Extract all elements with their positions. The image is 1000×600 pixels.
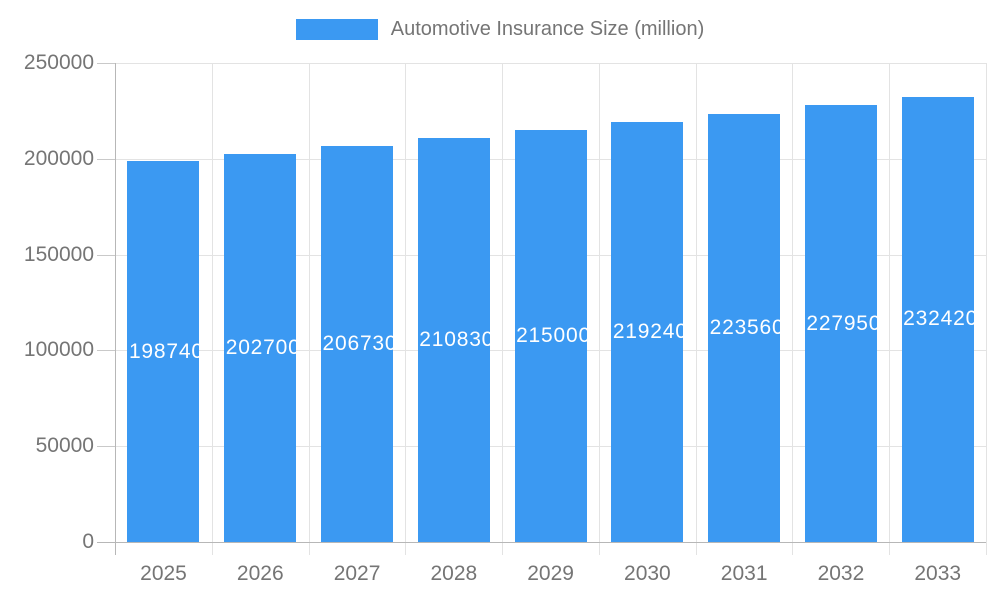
gridline-vertical (598, 63, 600, 555)
gridline-horizontal (115, 63, 986, 64)
y-axis-label: 150000 (23, 242, 94, 266)
bar-2030: 219240 (611, 121, 684, 542)
bar-value-label: 223560 (709, 315, 781, 339)
bar-2029: 215000 (514, 130, 587, 542)
x-axis-label: 2027 (333, 562, 381, 585)
gridline-vertical (792, 63, 794, 555)
y-axis-tick (97, 158, 115, 160)
bar-2032: 227950 (804, 105, 877, 542)
bar-value-label: 206730 (322, 331, 393, 355)
gridline-vertical (889, 63, 891, 555)
x-axis-label: 2029 (527, 562, 574, 585)
bar-value-label: 219240 (612, 319, 684, 343)
bar-value-label: 215000 (516, 324, 587, 348)
y-axis-label: 250000 (23, 51, 94, 74)
bar-value-label: 232420 (903, 307, 974, 331)
y-axis-label: 50000 (35, 434, 94, 458)
bar-value-label: 227950 (806, 311, 877, 335)
y-axis-line (115, 63, 116, 555)
legend: Automotive Insurance Size (million) (0, 18, 1000, 41)
x-axis-label: 2033 (914, 562, 962, 585)
gridline-vertical (986, 63, 987, 555)
bar-2025: 198740 (127, 161, 200, 542)
x-axis-label: 2026 (236, 562, 284, 585)
bar-2031: 223560 (708, 113, 781, 542)
y-axis-tick (97, 446, 115, 448)
x-axis-label: 2028 (430, 562, 478, 585)
bar-2028: 210830 (417, 138, 490, 542)
gridline-vertical (211, 63, 213, 555)
y-axis-label: 0 (82, 530, 94, 553)
bar-value-label: 210830 (419, 328, 490, 352)
bar-2027: 206730 (320, 145, 393, 542)
y-axis-tick (97, 254, 115, 256)
bar-2033: 232420 (901, 96, 974, 542)
legend-label: Automotive Insurance Size (million) (390, 18, 705, 40)
x-axis-label: 2031 (720, 562, 768, 585)
gridline-vertical (695, 63, 697, 555)
y-axis-label: 200000 (23, 146, 94, 170)
x-axis-label: 2025 (140, 562, 187, 585)
bar-value-label: 198740 (128, 339, 200, 363)
gridline-vertical (308, 63, 310, 555)
x-axis-label: 2032 (817, 562, 865, 585)
legend-swatch (295, 19, 378, 40)
gridline-vertical (405, 63, 407, 555)
y-axis-tick (97, 63, 115, 64)
bar-2026: 202700 (224, 153, 297, 542)
x-axis-label: 2030 (624, 562, 671, 585)
y-axis-label: 100000 (23, 338, 94, 362)
x-axis-line (97, 542, 986, 543)
y-axis-tick (97, 350, 115, 352)
bar-value-label: 202700 (225, 335, 297, 359)
gridline-vertical (502, 63, 504, 555)
